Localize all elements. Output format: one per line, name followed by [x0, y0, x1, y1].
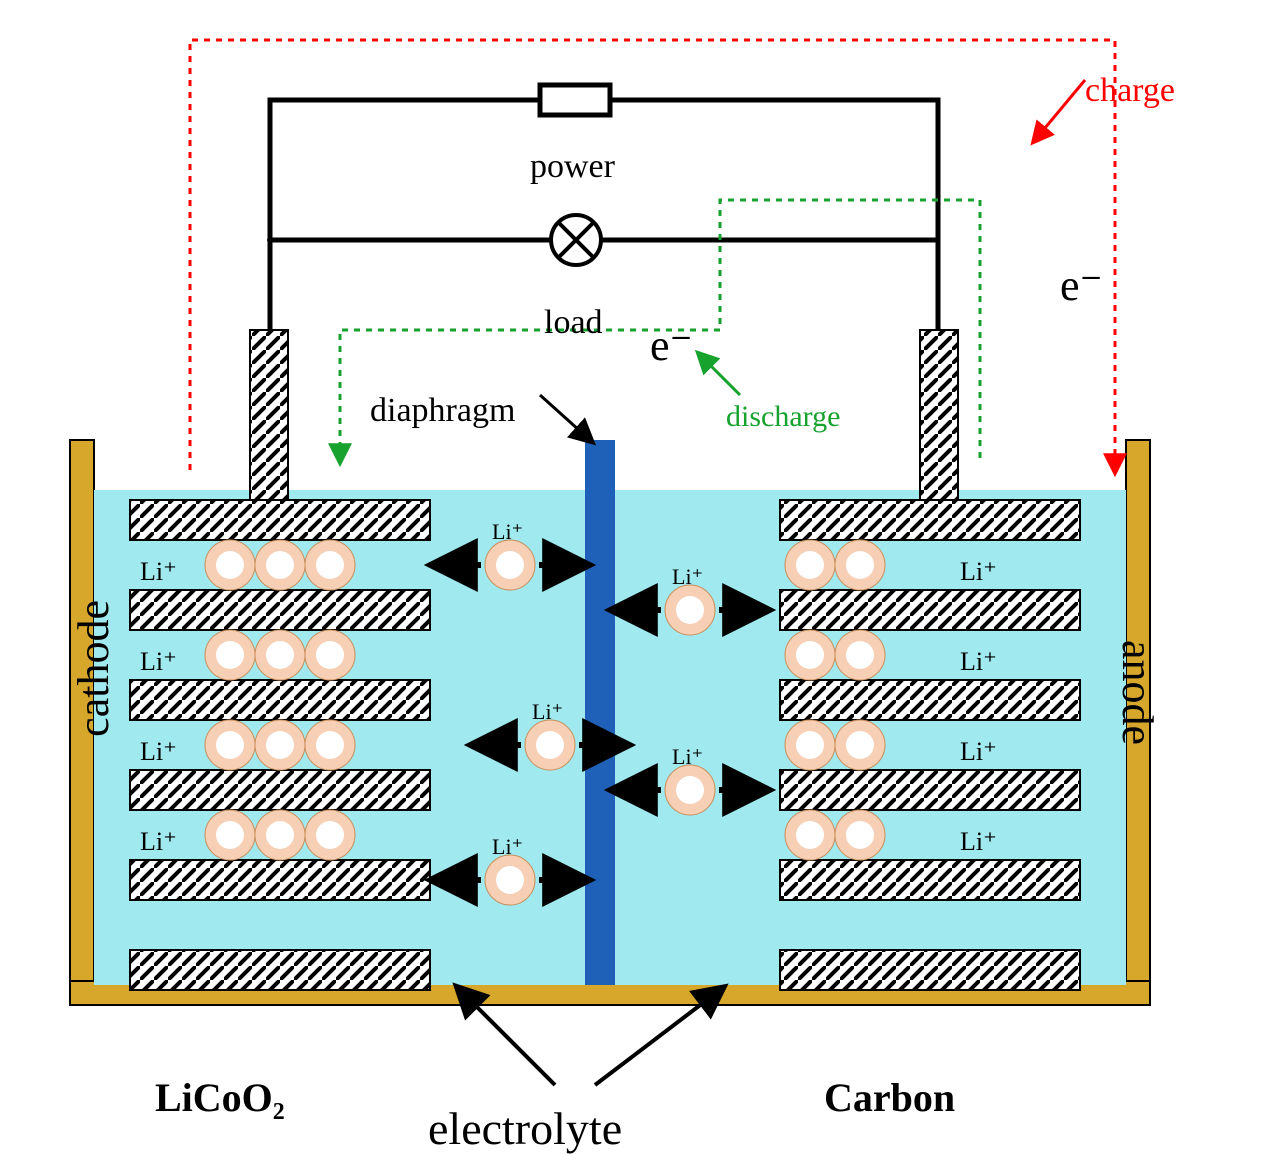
cathode-ion-inner: [316, 641, 344, 669]
anode-ion-inner: [846, 551, 874, 579]
licoo2-label: LiCoO₂: [155, 1074, 285, 1121]
right-terminal: [920, 330, 958, 500]
anode-ion-inner: [846, 641, 874, 669]
electron-label: e⁻: [650, 320, 693, 371]
li-ion-label: Li⁺: [140, 647, 177, 677]
cathode-ion-inner: [316, 821, 344, 849]
battery-diagram: power load diaphragm discharge charge e⁻ e⁻ cat…: [0, 0, 1280, 1138]
right-electrode-layer: [780, 950, 1080, 990]
anode-ion-inner: [796, 641, 824, 669]
discharge-label-arrow: [700, 355, 740, 395]
power-label: power: [530, 148, 615, 186]
carbon-label: Carbon: [824, 1074, 955, 1121]
wire-power-left: [270, 100, 540, 330]
li-ion-label: Li⁺: [960, 647, 997, 677]
load-label: load: [544, 304, 603, 342]
anode-ion-inner: [796, 731, 824, 759]
diaphragm-label: diaphragm: [370, 392, 515, 430]
right-electrode-layer: [780, 680, 1080, 720]
li-ion-label: Li⁺: [960, 557, 997, 587]
junction: [267, 237, 273, 243]
anode-ion-inner: [846, 821, 874, 849]
cathode-ion-inner: [216, 641, 244, 669]
li-ion-label: Li⁺: [532, 699, 563, 725]
cathode-ion-inner: [216, 731, 244, 759]
diagram-svg: [0, 0, 1280, 1138]
charge-label: charge: [1085, 72, 1175, 110]
moving-ion-inner: [536, 731, 564, 759]
left-electrode-layer: [130, 680, 430, 720]
wire-power-right: [610, 100, 938, 330]
diaphragm-arrow: [540, 395, 590, 440]
cathode-ion-inner: [216, 551, 244, 579]
right-electrode-layer: [780, 860, 1080, 900]
power-symbol: [540, 85, 610, 115]
cathode-label: cathode: [68, 600, 119, 737]
cathode-ion-inner: [316, 731, 344, 759]
li-ion-label: Li⁺: [960, 737, 997, 767]
li-ion-label: Li⁺: [140, 737, 177, 767]
cathode-ion-inner: [316, 551, 344, 579]
moving-ion-inner: [676, 596, 704, 624]
cathode-ion-inner: [216, 821, 244, 849]
diaphragm: [585, 440, 615, 985]
moving-ion-inner: [496, 551, 524, 579]
li-ion-label: Li⁺: [672, 564, 703, 590]
li-ion-label: Li⁺: [492, 519, 523, 545]
left-electrode-layer: [130, 860, 430, 900]
cathode-ion-inner: [266, 731, 294, 759]
discharge-label: discharge: [726, 400, 840, 434]
cathode-ion-inner: [266, 551, 294, 579]
anode-ion-inner: [846, 731, 874, 759]
left-electrode-layer: [130, 500, 430, 540]
left-electrode-layer: [130, 590, 430, 630]
right-electrode-layer: [780, 590, 1080, 630]
cathode-ion-inner: [266, 641, 294, 669]
anode-label: anode: [1112, 640, 1163, 745]
li-ion-label: Li⁺: [492, 834, 523, 860]
li-ion-label: Li⁺: [960, 827, 997, 857]
moving-ion-inner: [496, 866, 524, 894]
left-terminal: [250, 330, 288, 500]
li-ion-label: Li⁺: [140, 827, 177, 857]
left-electrode-layer: [130, 770, 430, 810]
cathode-ion-inner: [266, 821, 294, 849]
left-electrode-layer: [130, 950, 430, 990]
li-ion-label: Li⁺: [672, 744, 703, 770]
charge-path: [190, 40, 1115, 470]
anode-ion-inner: [796, 821, 824, 849]
electron-label: e⁻: [1060, 260, 1103, 311]
li-ion-label: Li⁺: [140, 557, 177, 587]
electrolyte-label: electrolyte: [428, 1102, 622, 1155]
moving-ion-inner: [676, 776, 704, 804]
right-electrode-layer: [780, 500, 1080, 540]
anode-ion-inner: [796, 551, 824, 579]
charge-label-arrow: [1035, 80, 1085, 140]
right-electrode-layer: [780, 770, 1080, 810]
